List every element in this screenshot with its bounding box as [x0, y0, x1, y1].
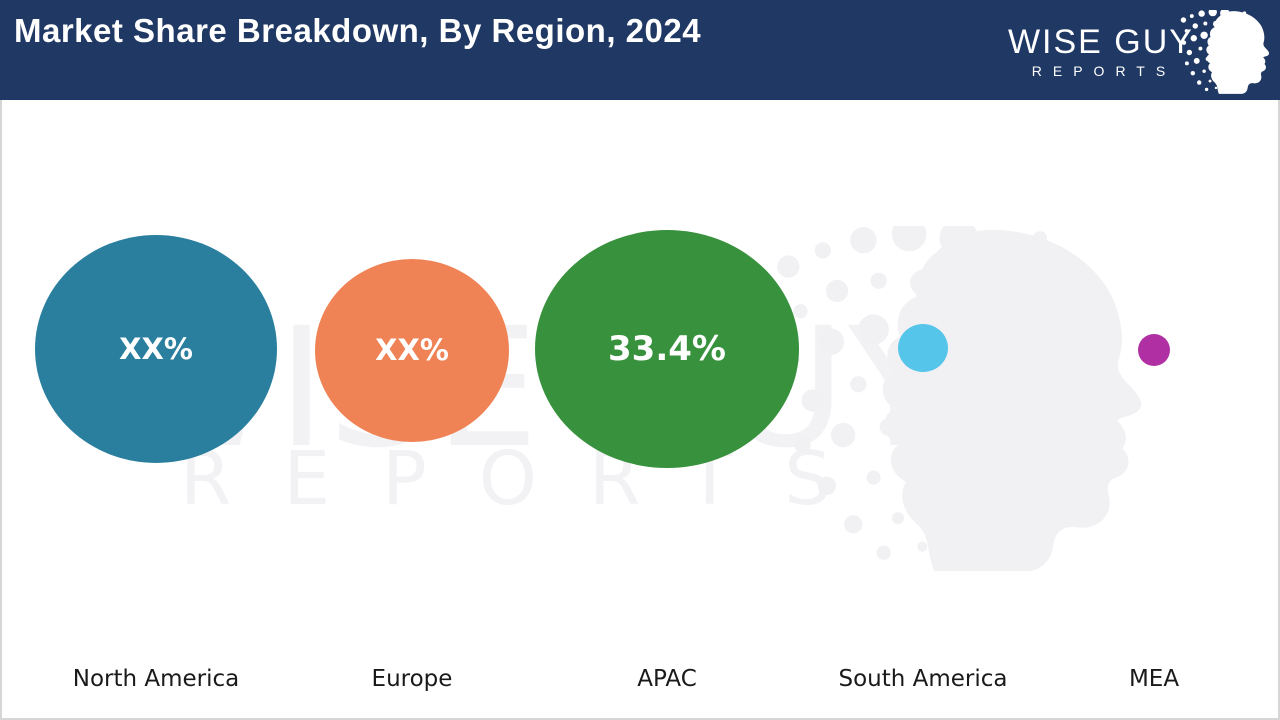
bubble-apac: 33.4% [535, 230, 799, 468]
watermark-head-icon [777, 226, 1142, 571]
region-label-mea: MEA [1128, 666, 1180, 692]
region-label-north-america: North America [72, 666, 240, 692]
logo-wordmark: WISE GUY [1007, 23, 1194, 62]
bubble-mea [1138, 334, 1170, 366]
header: Market Share Breakdown, By Region, 2024 … [0, 0, 1280, 100]
bubble-europe: XX% [315, 258, 509, 442]
region-label-south-america: South America [838, 666, 1008, 692]
region-label-apac: APAC [637, 666, 697, 692]
region-label-europe: Europe [371, 666, 453, 692]
wiseguy-logo-text: WISE GUY REPORTS [1007, 23, 1194, 79]
logo-subtitle: REPORTS [1031, 62, 1177, 79]
bubble-north-america: XX% [35, 235, 277, 463]
bubble-value-label: 33.4% [608, 329, 726, 369]
wiseguy-logo: WISE GUY REPORTS [1008, 6, 1276, 98]
bubble-south-america [898, 324, 948, 372]
wiseguy-head-icon [1180, 10, 1270, 94]
bubble-value-label: XX% [119, 332, 193, 366]
page-title: Market Share Breakdown, By Region, 2024 [14, 12, 702, 49]
bubble-value-label: XX% [375, 333, 449, 367]
bubble-chart-area: WISE GUY REPORTS XX% XX% 33.4% North Ameri… [0, 100, 1280, 720]
